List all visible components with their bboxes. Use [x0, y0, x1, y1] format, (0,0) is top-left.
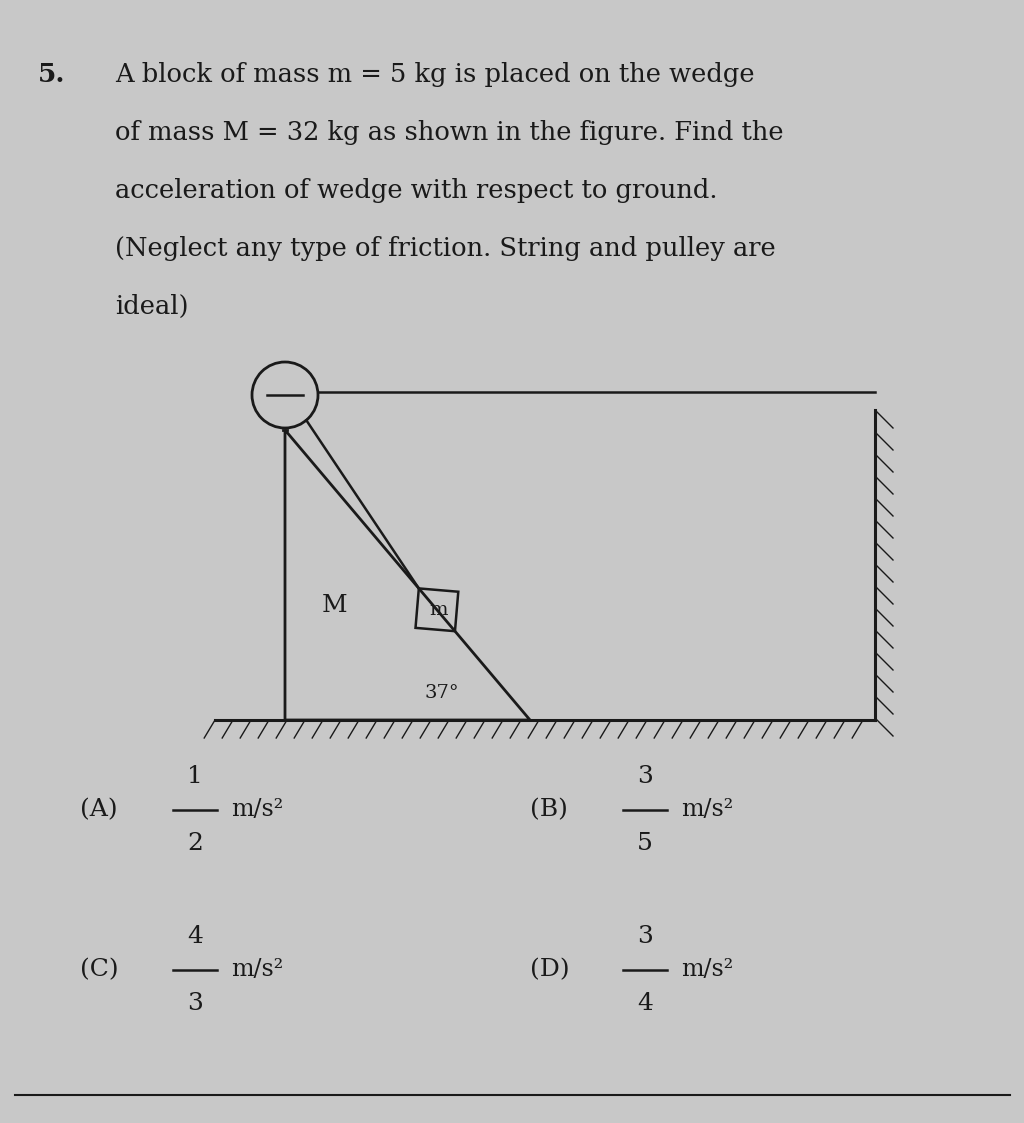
Text: 3: 3	[187, 992, 203, 1015]
Text: of mass M = 32 kg as shown in the figure. Find the: of mass M = 32 kg as shown in the figure…	[115, 120, 783, 145]
Text: 3: 3	[637, 925, 653, 948]
Text: ideal): ideal)	[115, 294, 188, 319]
Text: m/s²: m/s²	[231, 959, 284, 982]
Text: (C): (C)	[80, 959, 119, 982]
Text: 37°: 37°	[425, 684, 460, 702]
Text: m/s²: m/s²	[681, 798, 733, 822]
Text: A block of mass m = 5 kg is placed on the wedge: A block of mass m = 5 kg is placed on th…	[115, 62, 755, 86]
Text: 4: 4	[637, 992, 653, 1015]
Text: m/s²: m/s²	[681, 959, 733, 982]
Text: 5.: 5.	[38, 62, 66, 86]
Text: acceleration of wedge with respect to ground.: acceleration of wedge with respect to gr…	[115, 179, 718, 203]
Text: 1: 1	[187, 765, 203, 788]
Text: 4: 4	[187, 925, 203, 948]
Text: 3: 3	[637, 765, 653, 788]
Text: 5: 5	[637, 832, 653, 855]
Text: m: m	[430, 601, 449, 619]
Text: m/s²: m/s²	[231, 798, 284, 822]
Text: (Neglect any type of friction. String and pulley are: (Neglect any type of friction. String an…	[115, 236, 776, 261]
Text: (D): (D)	[530, 959, 569, 982]
Text: 2: 2	[187, 832, 203, 855]
Text: M: M	[323, 593, 348, 617]
Text: (B): (B)	[530, 798, 568, 822]
Text: (A): (A)	[80, 798, 118, 822]
